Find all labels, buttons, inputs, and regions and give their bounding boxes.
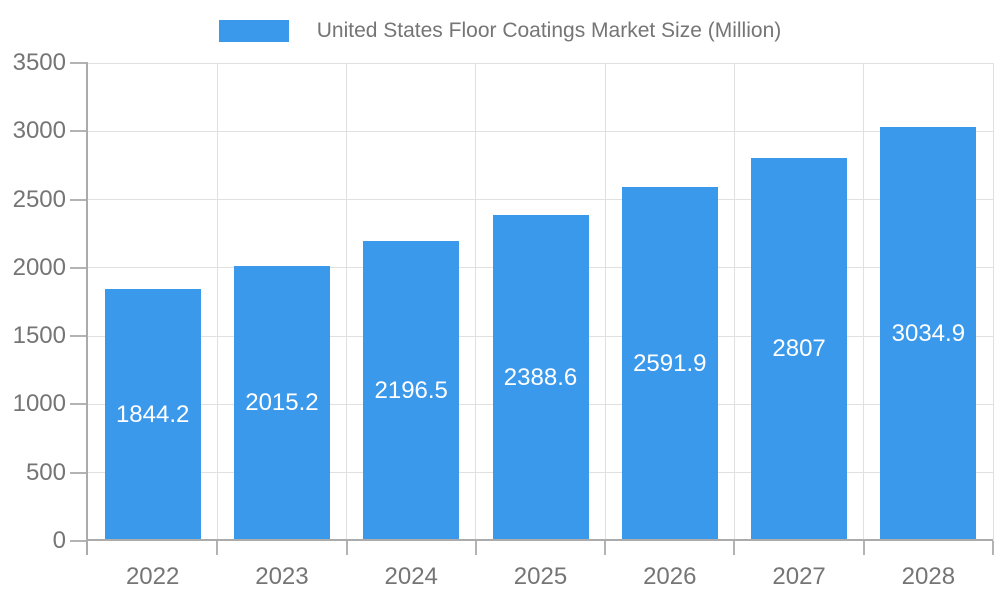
x-gridline (604, 63, 606, 541)
x-tick-label: 2027 (772, 563, 826, 590)
x-axis-tick (216, 541, 219, 555)
y-tick-label: 3500 (12, 49, 66, 76)
bar (751, 157, 848, 541)
y-tick-label: 500 (25, 458, 66, 486)
legend-label: United States Floor Coatings Market Size… (316, 19, 782, 42)
x-tick-label: 2025 (513, 563, 568, 590)
x-gridline (863, 63, 865, 541)
bar (621, 187, 718, 541)
x-gridline (733, 63, 735, 541)
y-tick-label: 2000 (12, 253, 66, 281)
x-gridline (475, 63, 477, 541)
y-tick-label: 3000 (12, 117, 66, 145)
x-axis-line (88, 539, 993, 541)
y-axis-tick (70, 540, 88, 542)
y-axis-tick (70, 403, 88, 406)
y-tick-label: 2500 (12, 185, 66, 213)
x-gridline (992, 63, 994, 541)
x-gridline (216, 63, 218, 541)
y-tick-label: 1000 (12, 390, 66, 418)
x-axis-tick (733, 541, 736, 555)
x-axis-tick (474, 541, 477, 555)
bar (880, 126, 977, 541)
legend[interactable]: United States Floor Coatings Market Size… (0, 20, 1000, 42)
y-axis-tick (70, 198, 88, 201)
bar-value-label: 2807 (772, 335, 826, 363)
x-gridline (346, 63, 348, 541)
y-axis-line (86, 63, 88, 555)
x-tick-label: 2022 (125, 563, 180, 590)
x-tick-label: 2023 (255, 563, 309, 590)
bar (104, 289, 201, 541)
y-tick-label: 1500 (12, 322, 66, 350)
x-axis-tick (604, 541, 607, 555)
bar-value-label: 2591.9 (633, 350, 707, 377)
bar-value-label: 3034.9 (891, 319, 966, 347)
y-gridline (88, 199, 993, 201)
bar (233, 265, 330, 541)
y-axis-tick (70, 130, 88, 133)
y-gridline (88, 62, 993, 64)
bar-value-label: 1844.2 (115, 401, 190, 429)
bar (492, 214, 589, 541)
bar (363, 241, 460, 541)
x-tick-label: 2026 (643, 563, 697, 590)
y-axis-tick (70, 266, 88, 269)
bar-value-label: 2196.5 (374, 377, 448, 404)
x-tick-label: 2024 (384, 563, 438, 590)
y-axis-tick (70, 471, 88, 474)
bar-value-label: 2388.6 (503, 363, 578, 391)
y-axis-tick (70, 62, 88, 64)
x-axis-tick (345, 541, 348, 555)
x-axis-tick (992, 541, 994, 555)
y-axis-tick (70, 335, 88, 338)
bar-value-label: 2015.2 (245, 389, 319, 417)
x-tick-label: 2028 (901, 563, 956, 590)
legend-swatch (218, 20, 289, 42)
x-axis-tick (862, 541, 865, 555)
y-gridline (88, 130, 993, 132)
y-tick-label: 0 (52, 527, 66, 554)
